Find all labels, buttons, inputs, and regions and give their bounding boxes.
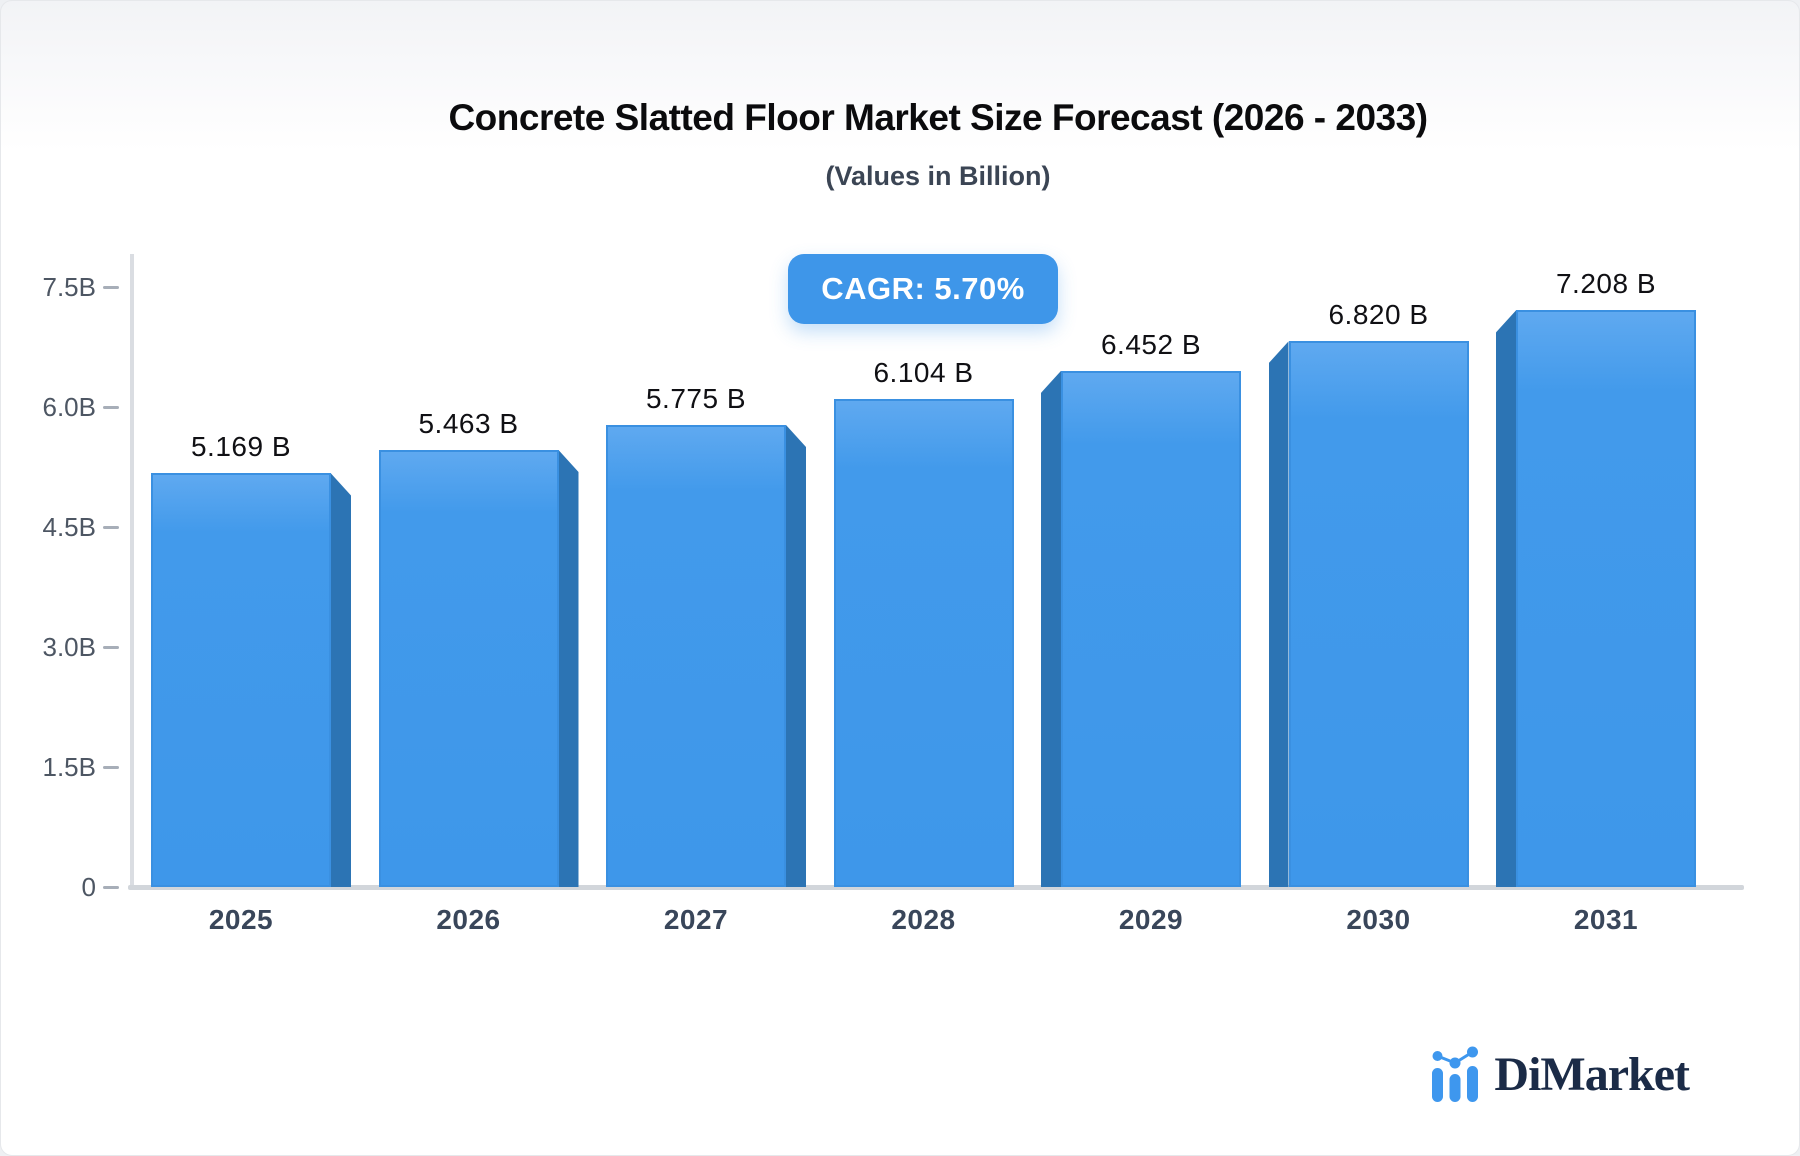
bar-2027	[606, 425, 806, 887]
bar-face	[151, 473, 331, 887]
cagr-badge: CAGR: 5.70%	[788, 254, 1058, 324]
y-tick-label: 4.5B	[42, 512, 97, 542]
y-tick-dash	[103, 885, 119, 889]
bar-2031	[1496, 310, 1696, 887]
y-tick-dash	[103, 525, 119, 529]
x-category-label: 2029	[1118, 904, 1184, 935]
x-category-label: 2027	[663, 904, 729, 935]
logo-wordmark: DiMarket	[1494, 1047, 1690, 1101]
y-tick-label: 7.5B	[42, 272, 97, 302]
x-category-label: 2025	[208, 904, 274, 935]
bar-2028	[833, 398, 1014, 887]
bar-value-label: 5.463 B	[418, 407, 519, 439]
bar-face	[833, 398, 1014, 887]
y-tick-dash	[103, 405, 119, 409]
bar-value-label: 6.452 B	[1100, 328, 1202, 360]
bar-value-label: 5.775 B	[645, 383, 747, 414]
y-tick-dash	[103, 645, 119, 649]
bar-value-label: 6.820 B	[1328, 299, 1429, 331]
bar-face	[606, 425, 786, 887]
mini-bar-chart-logo-icon	[1432, 1046, 1479, 1102]
bar-face	[378, 449, 559, 887]
bar-2030	[1268, 341, 1469, 887]
bar-value-label: 7.208 B	[1555, 268, 1657, 300]
x-category-label: 2028	[891, 904, 956, 935]
y-tick-label: 1.5B	[42, 752, 97, 782]
y-axis-line	[130, 254, 134, 887]
x-axis-baseline	[128, 885, 1744, 890]
x-category-label: 2026	[436, 904, 501, 935]
y-tick-dash	[103, 285, 119, 289]
chart-subtitle: (Values in Billion)	[825, 161, 1051, 191]
chart-title: Concrete Slatted Floor Market Size Forec…	[448, 97, 1428, 138]
bar-2026	[378, 449, 579, 887]
bar-value-label: 5.169 B	[190, 431, 292, 463]
x-category-label: 2031	[1573, 904, 1639, 935]
bar-face	[1061, 370, 1241, 887]
bar-face	[1288, 341, 1469, 887]
y-tick-label: 0	[81, 872, 96, 902]
y-tick-label: 3.0B	[42, 632, 97, 662]
x-category-label: 2030	[1346, 904, 1411, 935]
bar-3d-side	[331, 473, 351, 887]
bar-face	[1516, 310, 1696, 887]
bar-2029	[1041, 370, 1241, 887]
dimarket-logo: DiMarket	[1430, 1046, 1690, 1102]
bar-3d-side	[1041, 370, 1061, 887]
bar-2025	[151, 473, 351, 887]
cagr-badge-label: CAGR: 5.70%	[821, 271, 1025, 306]
y-tick-label: 6.0B	[42, 392, 97, 422]
bar-3d-side	[558, 449, 579, 887]
bar-3d-side	[1268, 341, 1289, 887]
bar-3d-side	[786, 425, 806, 887]
y-tick-dash	[103, 765, 119, 769]
bar-value-label: 6.104 B	[873, 356, 974, 388]
bar-3d-side	[1496, 310, 1516, 887]
